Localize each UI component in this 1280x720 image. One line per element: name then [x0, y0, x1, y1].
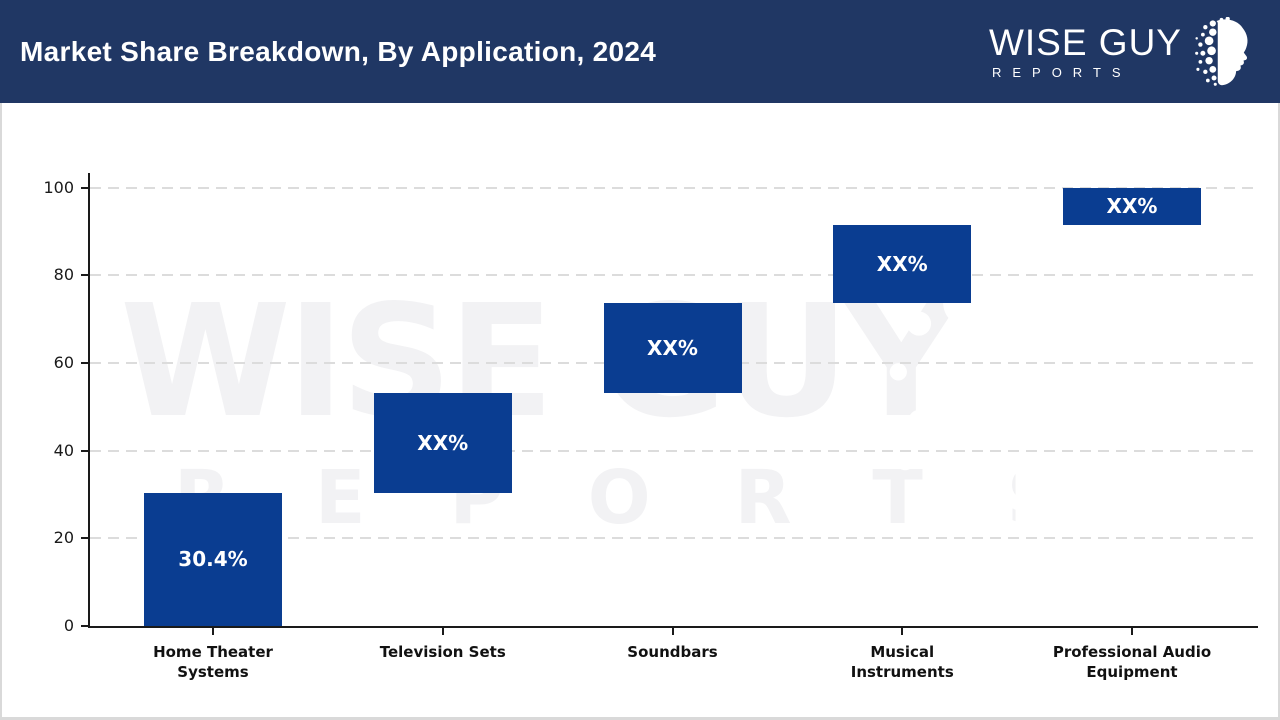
y-tick-label: 20 — [53, 528, 74, 548]
page-title: Market Share Breakdown, By Application, … — [20, 35, 657, 67]
category-label: Home Theater Systems — [153, 643, 273, 682]
gridline — [90, 186, 1258, 189]
x-tick — [671, 628, 674, 635]
bar-segment: XX% — [1063, 187, 1201, 225]
y-tick-label: 100 — [43, 177, 74, 197]
category-label: Musical Instruments — [850, 643, 954, 682]
x-tick — [212, 628, 214, 635]
bar-value-label: XX% — [417, 430, 469, 455]
gridline — [90, 449, 1258, 452]
y-tick-label: 60 — [53, 352, 74, 372]
x-tick — [441, 628, 444, 635]
bar-segment: 30.4% — [144, 492, 282, 626]
x-tick — [1131, 628, 1133, 635]
plot: 0 20 40 60 80 100 30.4% Home Theater Systems XX% T… — [2, 103, 1278, 717]
category-label: Soundbars — [627, 643, 718, 661]
y-axis-line — [88, 173, 90, 626]
y-tick — [81, 449, 90, 452]
bar-segment: XX% — [373, 392, 512, 493]
gridline — [90, 274, 1258, 277]
y-tick-label: 40 — [53, 440, 74, 460]
y-tick — [81, 186, 90, 189]
bar-segment: XX% — [603, 302, 742, 393]
wiseguy-head-icon — [1195, 16, 1248, 86]
y-tick-label: 0 — [63, 616, 74, 635]
wise-guy-logo: WISE GUY REPORTS — [989, 16, 1250, 87]
logo-subname: REPORTS — [991, 64, 1132, 80]
bar-value-label: XX% — [1106, 194, 1158, 219]
bar-segment: XX% — [833, 224, 972, 303]
category-label: Television Sets — [379, 643, 506, 661]
logo-name: WISE GUY — [988, 21, 1182, 63]
logo-text: WISE GUY REPORTS — [989, 24, 1182, 80]
x-axis-line — [88, 626, 1258, 628]
chart-area: WISE GUY REPORTS 0 20 40 60 80 100 30.4% Home T… — [0, 103, 1280, 720]
bar-value-label: XX% — [647, 335, 698, 360]
bar-value-label: 30.4% — [178, 547, 248, 572]
y-tick — [81, 537, 90, 540]
category-label: Professional Audio Equipment — [1052, 643, 1212, 682]
y-tick — [81, 274, 90, 277]
gridline — [90, 537, 1258, 540]
y-tick — [81, 625, 90, 627]
header-bar: Market Share Breakdown, By Application, … — [0, 0, 1280, 103]
y-tick — [81, 361, 90, 364]
x-tick — [901, 628, 904, 635]
bar-value-label: XX% — [876, 251, 928, 276]
y-tick-label: 80 — [53, 265, 74, 285]
